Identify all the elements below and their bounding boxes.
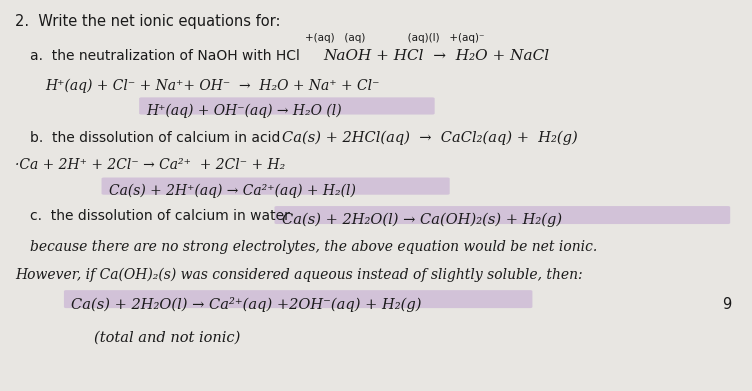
FancyBboxPatch shape (102, 178, 450, 195)
Text: because there are no strong electrolytes, the above equation would be net ionic.: because there are no strong electrolytes… (30, 240, 597, 255)
Text: H⁺(aq) + OH⁻(aq) → H₂O (l): H⁺(aq) + OH⁻(aq) → H₂O (l) (147, 104, 342, 118)
FancyBboxPatch shape (139, 97, 435, 115)
Text: Ca(s) + 2H⁺(aq) → Ca²⁺(aq) + H₂(l): Ca(s) + 2H⁺(aq) → Ca²⁺(aq) + H₂(l) (109, 184, 356, 198)
Text: NaOH + HCl  →  H₂O + NaCl: NaOH + HCl → H₂O + NaCl (323, 49, 550, 63)
Text: b.  the dissolution of calcium in acid: b. the dissolution of calcium in acid (30, 131, 280, 145)
Text: ·Ca + 2H⁺ + 2Cl⁻ → Ca²⁺  + 2Cl⁻ + H₂: ·Ca + 2H⁺ + 2Cl⁻ → Ca²⁺ + 2Cl⁻ + H₂ (15, 158, 285, 172)
Text: H⁺(aq) + Cl⁻ + Na⁺+ OH⁻  →  H₂O + Na⁺ + Cl⁻: H⁺(aq) + Cl⁻ + Na⁺+ OH⁻ → H₂O + Na⁺ + Cl… (45, 78, 380, 93)
Text: c.  the dissolution of calcium in water: c. the dissolution of calcium in water (30, 209, 290, 223)
Text: a.  the neutralization of NaOH with HCl: a. the neutralization of NaOH with HCl (30, 49, 300, 63)
Text: However, if Ca(OH)₂(s) was considered aqueous instead of slightly soluble, then:: However, if Ca(OH)₂(s) was considered aq… (15, 268, 583, 282)
FancyBboxPatch shape (274, 206, 730, 224)
Text: Ca(s) + 2H₂O(l) → Ca²⁺(aq) +2OH⁻(aq) + H₂(g): Ca(s) + 2H₂O(l) → Ca²⁺(aq) +2OH⁻(aq) + H… (71, 297, 422, 312)
Text: 9: 9 (722, 297, 731, 312)
Text: +(aq)   (aq)             (aq)(l)   +(aq)⁻: +(aq) (aq) (aq)(l) +(aq)⁻ (305, 33, 484, 43)
Text: (total and not ionic): (total and not ionic) (94, 330, 241, 344)
Text: 2.  Write the net ionic equations for:: 2. Write the net ionic equations for: (15, 14, 280, 29)
Text: Ca(s) + 2HCl(aq)  →  CaCl₂(aq) +  H₂(g): Ca(s) + 2HCl(aq) → CaCl₂(aq) + H₂(g) (282, 131, 578, 145)
Text: Ca(s) + 2H₂O(l) → Ca(OH)₂(s) + H₂(g): Ca(s) + 2H₂O(l) → Ca(OH)₂(s) + H₂(g) (282, 213, 562, 228)
FancyBboxPatch shape (64, 290, 532, 308)
